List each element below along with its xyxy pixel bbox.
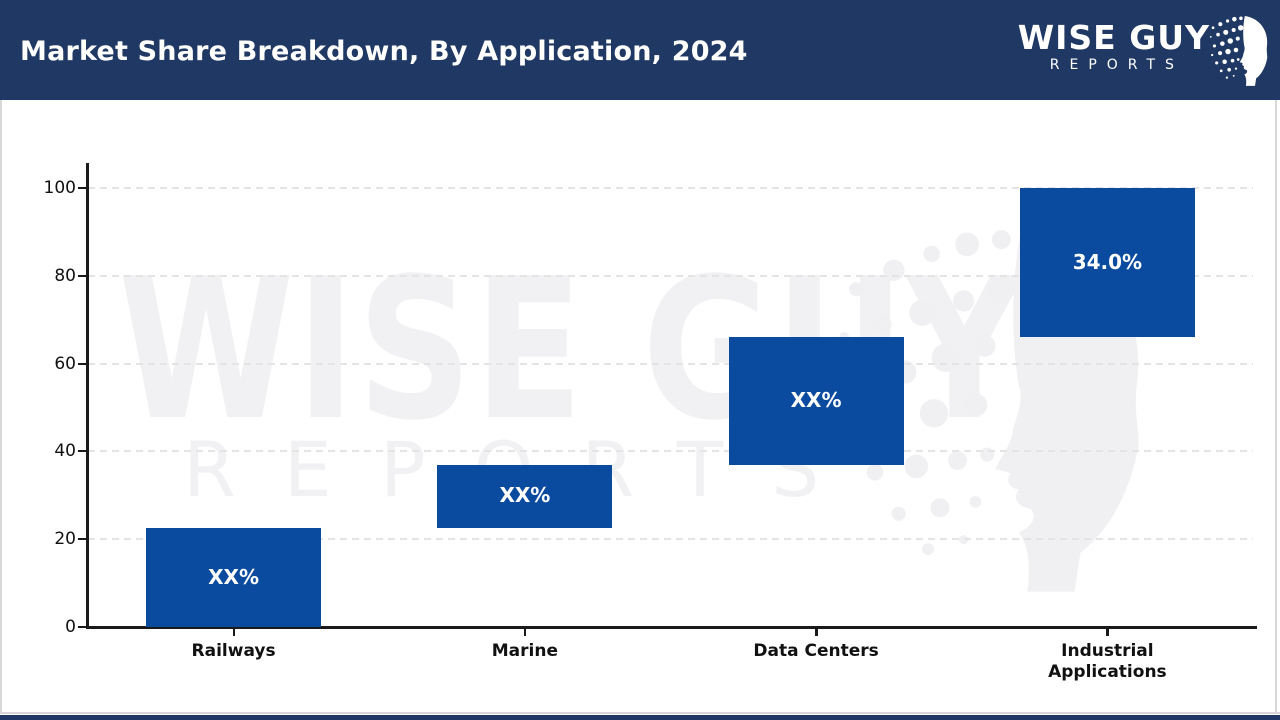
y-axis-line <box>86 163 89 629</box>
x-axis-category-label-industrial-applications: Industrial Applications <box>1048 641 1167 682</box>
bar-marine <box>437 464 613 529</box>
chart-title: Market Share Breakdown, By Application, … <box>20 36 748 67</box>
x-axis-tick-industrial-applications <box>1106 629 1109 636</box>
y-axis-tick-label-0: 0 <box>65 617 76 637</box>
brand-name: WISE GUY <box>1017 18 1210 57</box>
y-axis-tick-60 <box>78 362 86 365</box>
gridline-20 <box>88 538 1253 541</box>
gridline-80 <box>88 274 1253 277</box>
y-axis-tick-20 <box>78 538 86 541</box>
figure-bottom-border <box>0 712 1280 714</box>
bar-data-centers <box>728 337 904 465</box>
brand-face-logo-icon <box>1209 16 1268 86</box>
y-axis-tick-80 <box>78 274 86 277</box>
y-axis-tick-label-20: 20 <box>54 529 76 550</box>
bar-value-label-data-centers: XX% <box>790 387 842 412</box>
y-axis-tick-label-60: 60 <box>54 353 76 374</box>
figure-right-border <box>1275 100 1277 713</box>
x-axis-category-label-marine: Marine <box>491 641 558 661</box>
x-axis-category-label-railways: Railways <box>191 641 276 661</box>
y-axis-tick-label-40: 40 <box>54 441 76 462</box>
x-axis-line <box>86 626 1257 629</box>
y-axis-tick-100 <box>78 187 86 189</box>
x-axis-tick-marine <box>523 629 527 636</box>
brand-text: WISE GUY REPORTS <box>1018 21 1210 73</box>
footer-bar <box>0 715 1280 720</box>
y-axis-tick-40 <box>78 450 86 453</box>
y-axis-tick-label-100: 100 <box>43 178 76 198</box>
brand-logo: WISE GUY REPORTS <box>1018 0 1274 100</box>
x-axis-category-label-data-centers: Data Centers <box>753 641 879 661</box>
bar-value-label-railways: XX% <box>208 564 260 589</box>
figure-left-border <box>0 100 2 713</box>
brand-subname: REPORTS <box>1049 57 1184 73</box>
y-axis-tick-0 <box>78 626 86 628</box>
bar-value-label-marine: XX% <box>499 483 551 508</box>
bar-value-label-industrial-applications: 34.0% <box>1072 249 1143 274</box>
x-axis-tick-railways <box>232 629 236 636</box>
gridline-100 <box>88 187 1253 189</box>
bar-railways <box>146 528 322 627</box>
x-axis-tick-data-centers <box>815 629 818 636</box>
gridline-60 <box>88 362 1253 365</box>
gridline-40 <box>88 450 1253 453</box>
header-bar: Market Share Breakdown, By Application, … <box>0 0 1280 100</box>
y-axis-tick-label-80: 80 <box>54 265 76 286</box>
